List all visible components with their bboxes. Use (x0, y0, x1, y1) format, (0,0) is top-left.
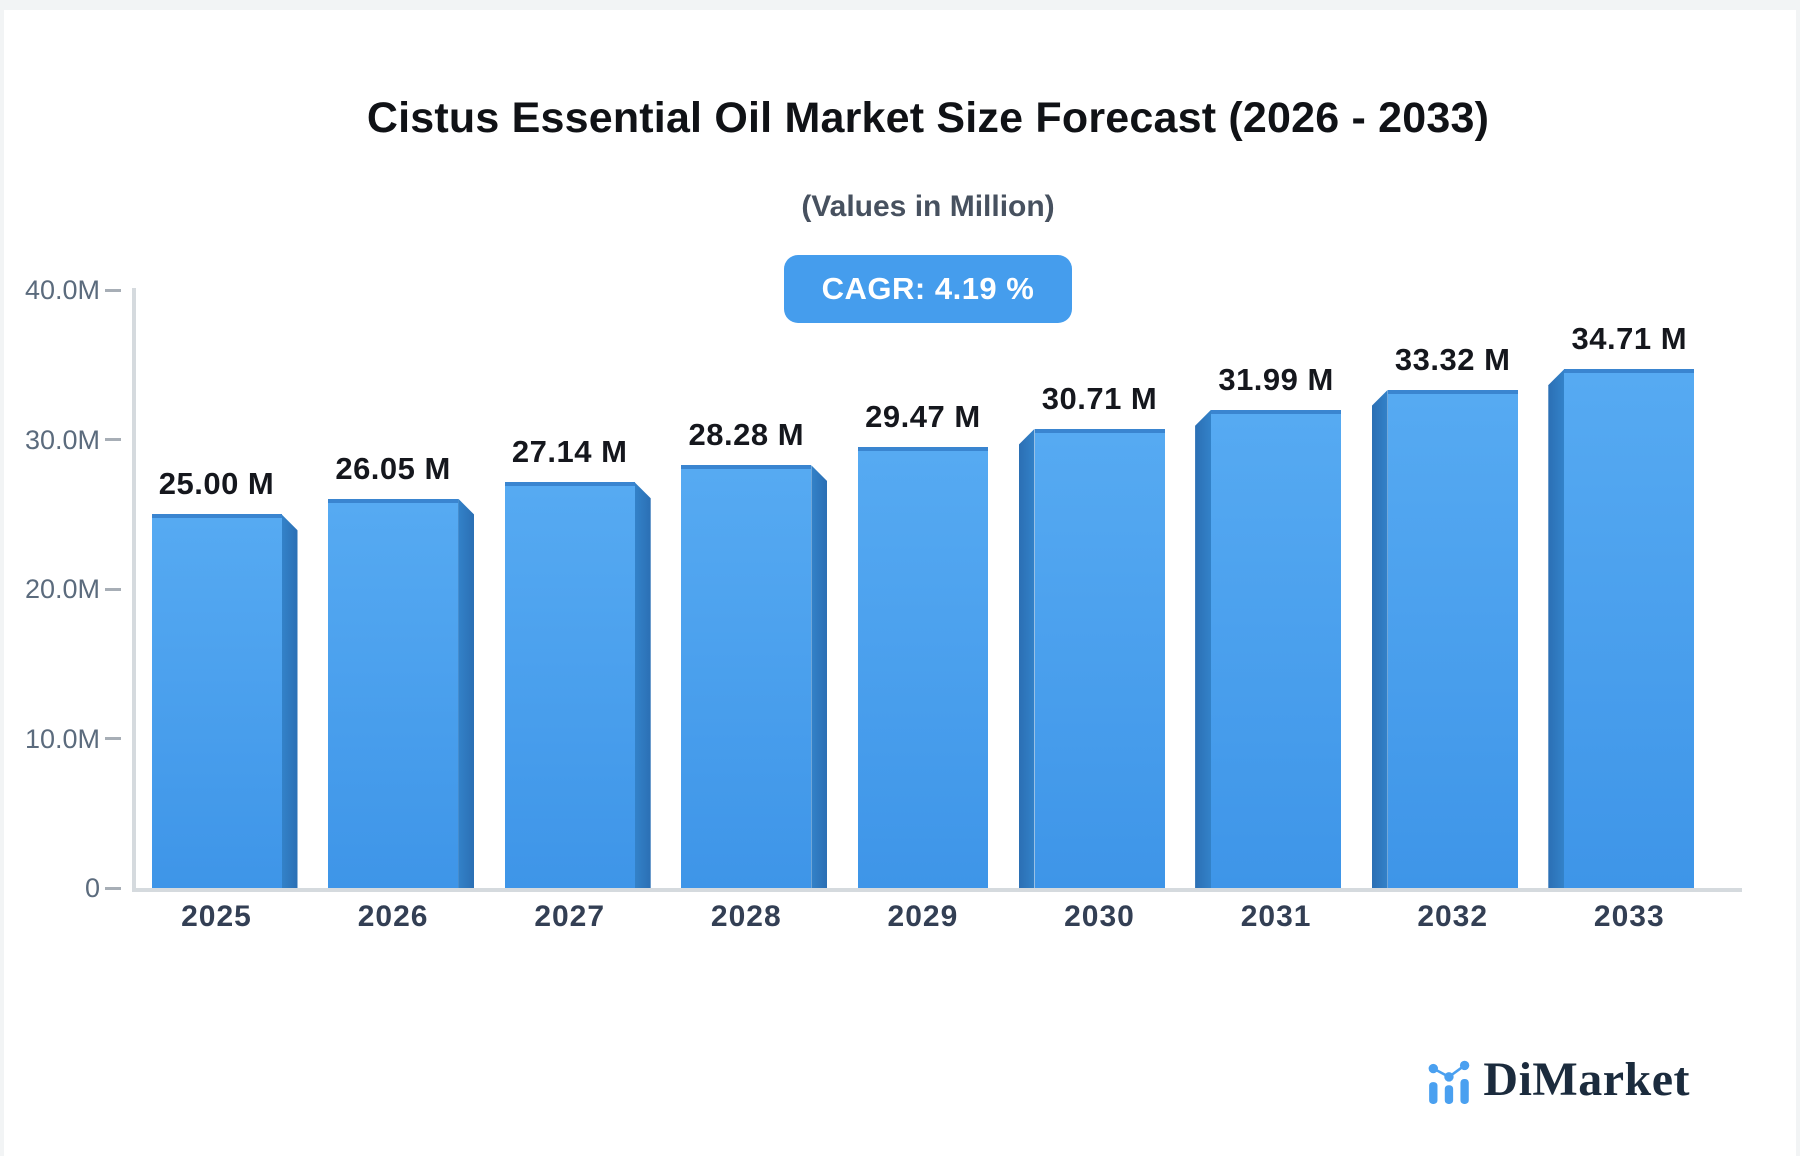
bar-value-label-2030: 30.71 M (1041, 380, 1158, 416)
y-axis-tick-label-0: 0 (84, 873, 100, 903)
x-axis-label-2032: 2032 (1417, 900, 1489, 933)
bar-2025[interactable] (151, 514, 282, 888)
mini-bar-chart-with-trendline-icon (1429, 1060, 1470, 1104)
bar-value-label-2026: 26.05 M (335, 450, 451, 486)
y-axis-tick-mark-3 (105, 438, 121, 441)
y-axis-tick-label-4: 40.0M (24, 275, 100, 305)
bar-3d-side-2033 (1548, 369, 1565, 888)
y-axis-tick-mark-0 (105, 886, 121, 890)
x-axis-label-2027: 2027 (534, 900, 606, 933)
bar-2032[interactable] (1387, 389, 1518, 888)
bar-3d-side-2025 (281, 514, 298, 888)
bar-2028[interactable] (681, 465, 812, 888)
bar-value-label-2029: 29.47 M (865, 399, 981, 435)
bar-value-label-2028: 28.28 M (688, 417, 805, 453)
y-axis-tick-label-3: 30.0M (24, 424, 100, 455)
bar-3d-side-2026 (458, 498, 475, 888)
bar-2031[interactable] (1211, 409, 1342, 888)
bar-value-label-2032: 33.32 M (1394, 341, 1511, 377)
bar-2029[interactable] (857, 447, 988, 888)
bar-3d-side-2031 (1195, 409, 1212, 888)
x-axis-label-2029: 2029 (887, 900, 959, 933)
bar-3d-side-2030 (1018, 428, 1035, 888)
bar-3d-side-2032 (1371, 389, 1388, 888)
y-axis-tick-label-2: 20.0M (24, 574, 100, 604)
x-axis-line (132, 888, 1742, 892)
cagr-badge: CAGR: 4.19 % (783, 255, 1073, 323)
x-axis-label-2030: 2030 (1064, 900, 1135, 933)
brand-logo-text: DiMarket (1483, 1053, 1690, 1106)
x-axis-label-2025: 2025 (181, 900, 252, 933)
bar-3d-side-2028 (811, 465, 828, 888)
bar-value-label-2031: 31.99 M (1218, 361, 1334, 397)
bar-value-label-2027: 27.14 M (511, 434, 628, 470)
y-axis-tick-mark-4 (105, 288, 121, 292)
bar-2026[interactable] (328, 498, 459, 888)
bar-2027[interactable] (504, 482, 635, 888)
x-axis-label-2026: 2026 (357, 900, 429, 933)
y-axis-tick-mark-2 (105, 587, 121, 591)
bar-2033[interactable] (1564, 369, 1695, 888)
brand-logo: DiMarket (1427, 1056, 1690, 1104)
x-axis-label-2028: 2028 (710, 900, 782, 933)
chart-subtitle: (Values in Million) (801, 190, 1055, 223)
x-axis-label-2031: 2031 (1240, 900, 1312, 933)
y-axis-tick-label-1: 10.0M (24, 723, 100, 754)
bar-value-label-2025: 25.00 M (158, 466, 275, 502)
y-axis-line (132, 288, 136, 892)
bar-3d-side-2027 (634, 482, 651, 888)
bar-2030[interactable] (1034, 428, 1165, 888)
cagr-badge-row: CAGR: 4.19 % (28, 255, 1800, 323)
page-title: Cistus Essential Oil Market Size Forecas… (366, 94, 1490, 142)
bar-value-label-2033: 34.71 M (1571, 321, 1688, 357)
y-axis-tick-mark-1 (105, 737, 121, 740)
x-axis-label-2033: 2033 (1593, 900, 1665, 933)
